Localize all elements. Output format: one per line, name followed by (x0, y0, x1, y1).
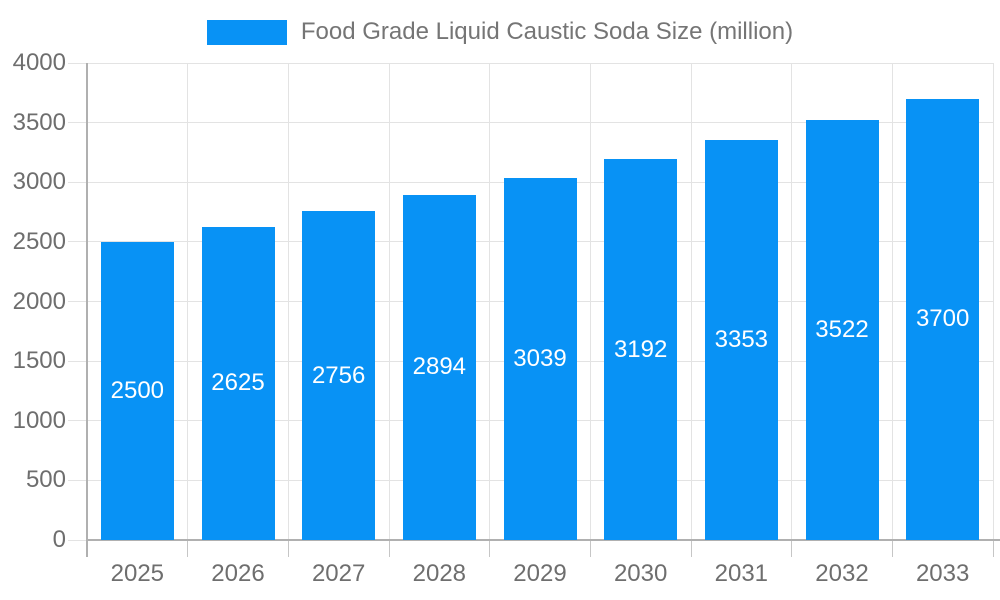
x-axis-tick (589, 540, 591, 557)
y-tick-label: 4000 (12, 49, 66, 76)
x-axis-tick (791, 540, 793, 557)
x-axis-tick (489, 540, 491, 557)
x-tick-label: 2032 (815, 560, 869, 587)
chart-legend: Food Grade Liquid Caustic Soda Size (mil… (0, 18, 1000, 46)
gridline-horizontal (87, 122, 993, 124)
y-axis-tick (68, 181, 87, 183)
y-tick-label: 0 (52, 526, 66, 553)
x-tick-label: 2033 (915, 560, 970, 587)
y-axis-tick (68, 301, 87, 302)
gridline-vertical (589, 63, 591, 540)
bar (604, 159, 678, 540)
x-tick-label: 2026 (211, 560, 265, 587)
bar (906, 98, 980, 540)
bar-value-label: 3192 (613, 335, 668, 363)
x-axis-line (86, 539, 1000, 541)
y-axis-tick (68, 479, 87, 481)
x-tick-label: 2028 (412, 560, 467, 587)
y-axis-tick (68, 62, 87, 64)
bar-value-label: 3700 (915, 305, 970, 333)
x-axis-tick (287, 540, 289, 557)
gridline-vertical (489, 63, 491, 540)
y-tick-label: 1000 (12, 406, 66, 434)
legend-title: Food Grade Liquid Caustic Soda Size (mil… (300, 18, 794, 45)
bar (201, 226, 275, 540)
bar-value-label: 3039 (513, 344, 567, 372)
plot-area: 0 500 1000 1500 2000 2500 3000 3500 4000 2500 2025… (13, 49, 1000, 587)
y-tick-label: 500 (25, 466, 66, 494)
gridline-vertical (287, 63, 289, 540)
bar (503, 177, 577, 540)
x-tick-label: 2031 (714, 560, 769, 587)
y-axis-tick (68, 420, 87, 422)
y-axis-tick (68, 241, 87, 243)
bar-value-label: 3353 (714, 326, 769, 354)
gridline-vertical (187, 63, 189, 540)
bar (704, 140, 778, 540)
gridline-vertical (791, 63, 793, 540)
x-tick-label: 2027 (311, 560, 366, 587)
y-tick-label: 2500 (12, 227, 66, 255)
x-axis-tick (992, 540, 994, 557)
y-tick-label: 2000 (12, 287, 66, 315)
bar (805, 120, 879, 540)
x-tick-label: 2029 (513, 560, 567, 587)
bar-value-label: 3522 (815, 316, 869, 343)
y-tick-label: 1500 (12, 347, 66, 375)
y-axis-tick (68, 360, 87, 362)
bar (402, 194, 476, 540)
bar-value-label: 2756 (311, 361, 366, 389)
y-axis-tick (68, 539, 87, 541)
gridline-horizontal (87, 62, 993, 64)
gridline-vertical (891, 63, 893, 540)
x-tick-label: 2025 (110, 560, 165, 587)
x-axis-tick (690, 540, 692, 557)
legend-swatch (206, 19, 287, 45)
gridline-vertical (388, 63, 390, 540)
bar (302, 211, 376, 540)
y-tick-label: 3500 (12, 108, 66, 136)
bar (100, 241, 174, 540)
gridline-vertical (992, 63, 994, 540)
bar-value-label: 2894 (412, 353, 467, 381)
y-axis-tick (68, 122, 87, 124)
bar-value-label: 2625 (211, 369, 265, 397)
gridline-vertical (690, 63, 692, 540)
x-tick-label: 2030 (613, 560, 668, 587)
y-axis-line (86, 63, 88, 557)
bar-value-label: 2500 (110, 376, 165, 404)
y-tick-label: 3000 (12, 168, 66, 196)
x-axis-tick (891, 540, 893, 557)
x-axis-tick (187, 540, 189, 557)
x-axis-tick (388, 540, 390, 557)
